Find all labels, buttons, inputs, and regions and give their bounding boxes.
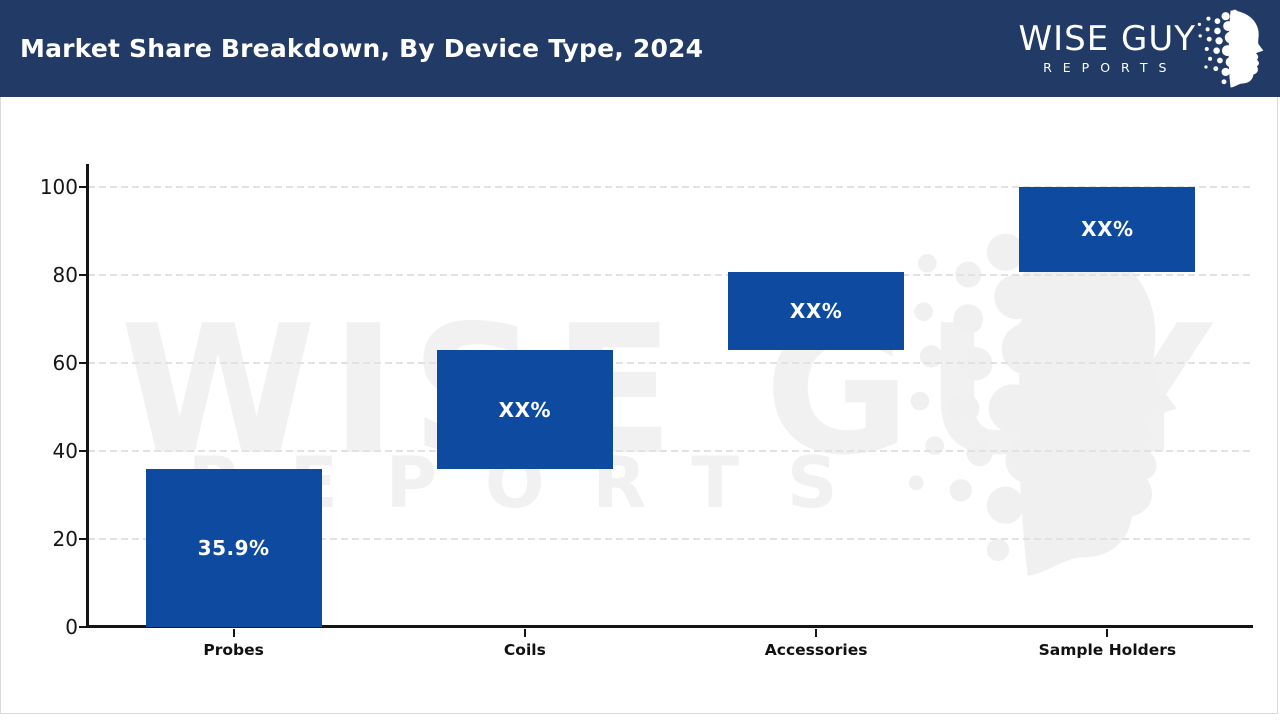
wiseguy-logo: WISE GUY REPORTS <box>1018 8 1266 90</box>
watermark-wordmark: WISE GUY <box>120 287 1226 494</box>
gridline-60 <box>88 362 1253 364</box>
x-tick-label: Probes <box>203 641 264 659</box>
x-tick-mark <box>1106 629 1109 637</box>
header-banner: Market Share Breakdown, By Device Type, … <box>0 0 1280 97</box>
gridline-40 <box>88 450 1253 452</box>
x-tick-mark <box>815 629 818 637</box>
x-tick-label: Accessories <box>764 641 868 659</box>
y-tick-mark <box>79 450 87 452</box>
logo-wordmark: WISE GUY <box>1018 19 1196 59</box>
gridline-80 <box>88 274 1253 276</box>
y-tick-mark <box>79 186 87 188</box>
logo-subtitle: REPORTS <box>1043 60 1178 75</box>
y-tick-label: 0 <box>65 615 78 639</box>
bar-value-label: XX% <box>1081 217 1134 242</box>
chart-area: WISE GUY REPORTS 0 20 40 60 80 100 35.9% XX% XX… <box>0 97 1280 714</box>
y-tick-mark <box>79 626 87 628</box>
y-tick-label: 80 <box>52 263 78 287</box>
bar-value-label: 35.9% <box>197 536 270 560</box>
y-tick-label: 20 <box>52 527 78 551</box>
y-tick-label: 40 <box>52 439 78 463</box>
gridline-100 <box>88 186 1253 188</box>
y-tick-label: 100 <box>39 175 78 199</box>
y-tick-label: 60 <box>52 351 78 375</box>
y-axis-line <box>86 164 89 627</box>
x-axis-line <box>86 625 1253 628</box>
y-tick-mark <box>79 538 87 540</box>
x-tick-label: Sample Holders <box>1038 641 1177 659</box>
bar-probes: 35.9% <box>145 469 322 627</box>
y-tick-mark <box>79 274 87 276</box>
page-title: Market Share Breakdown, By Device Type, … <box>20 34 704 63</box>
bar-sample-holders: XX% <box>1019 187 1196 272</box>
bar-coils: XX% <box>436 350 613 470</box>
x-tick-mark <box>232 629 235 637</box>
bar-accessories: XX% <box>728 271 905 351</box>
y-tick-mark <box>79 362 87 364</box>
gridline-20 <box>88 538 1253 540</box>
x-tick-label: Coils <box>503 641 546 659</box>
x-tick-mark <box>523 629 526 637</box>
bar-value-label: XX% <box>789 299 843 324</box>
bar-value-label: XX% <box>498 397 552 422</box>
